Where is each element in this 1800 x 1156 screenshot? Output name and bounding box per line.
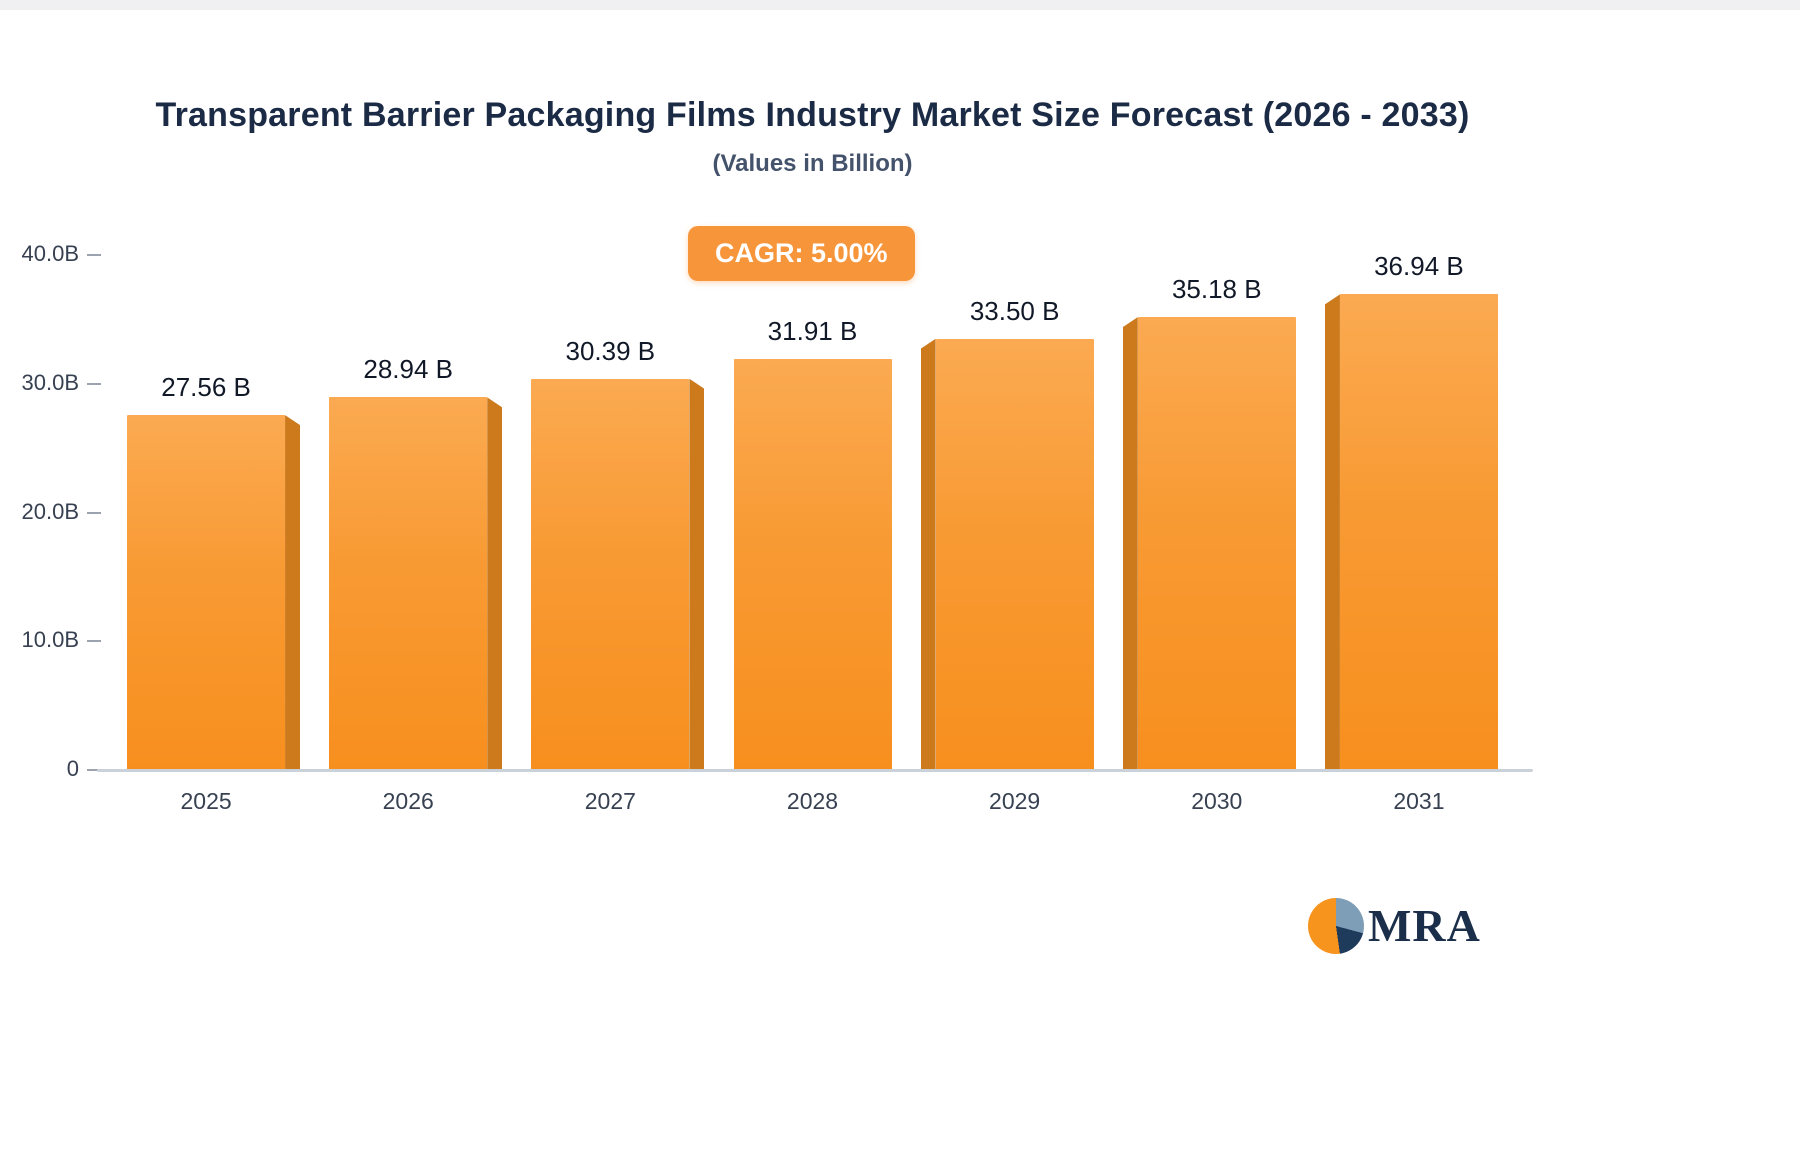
y-tick-label: 0 — [66, 756, 79, 781]
bar-value-label: 27.56 B — [161, 372, 251, 403]
x-axis-label: 2025 — [180, 788, 232, 814]
chart-title: Transparent Barrier Packaging Films Indu… — [155, 96, 1470, 134]
x-axis-line — [97, 769, 1533, 772]
y-tick-mark — [87, 511, 101, 514]
y-tick-mark — [87, 640, 101, 643]
x-axis-label: 2029 — [989, 788, 1041, 814]
y-tick-label: 10.0B — [21, 627, 80, 653]
top-strip — [0, 0, 1800, 10]
plot-area: 0 10.0B 20.0B 30.0B 40.0B 27.56 B 28.94 B 30.3… — [22, 241, 1533, 814]
x-axis-label: 2026 — [382, 788, 434, 814]
chart-subtitle: (Values in Billion) — [712, 150, 913, 177]
x-axis-label: 2031 — [1393, 788, 1445, 814]
y-tick-label: 20.0B — [21, 498, 80, 524]
bar-value-label: 30.39 B — [565, 335, 656, 366]
mra-pie-logo-icon — [1308, 898, 1364, 954]
bar-side-face — [689, 378, 705, 770]
bar-value-label: 31.91 B — [767, 316, 858, 347]
bar-side-face — [920, 338, 936, 770]
bar-side-face — [1324, 294, 1340, 770]
bar-value-label: 28.94 B — [363, 354, 454, 385]
bar-2031 — [1339, 294, 1498, 770]
mra-logo: MRA — [1308, 898, 1481, 954]
bar-2027 — [531, 378, 690, 770]
y-tick-mark — [87, 382, 101, 385]
bar-2026 — [329, 397, 488, 770]
y-tick-label: 30.0B — [21, 369, 80, 395]
x-axis-label: 2027 — [584, 788, 636, 814]
bar-2028 — [733, 359, 892, 770]
bar-2029 — [935, 338, 1094, 770]
bar-value-label: 33.50 B — [969, 295, 1060, 326]
bar-side-face — [487, 397, 503, 770]
y-tick-label: 40.0B — [21, 241, 80, 266]
mra-logo-text: MRA — [1368, 900, 1481, 951]
bar-side-face — [285, 415, 301, 770]
bar-value-label: 35.18 B — [1171, 274, 1262, 305]
bar-2030 — [1137, 317, 1296, 770]
cagr-badge: CAGR: 5.00% — [688, 226, 915, 281]
x-axis-label: 2028 — [786, 788, 839, 814]
bar-value-label: 36.94 B — [1374, 251, 1464, 282]
bar-2025 — [127, 415, 286, 770]
y-tick-mark — [87, 769, 101, 771]
bar-side-face — [1122, 317, 1138, 770]
x-axis-label: 2030 — [1191, 788, 1243, 814]
y-tick-mark — [87, 254, 101, 256]
